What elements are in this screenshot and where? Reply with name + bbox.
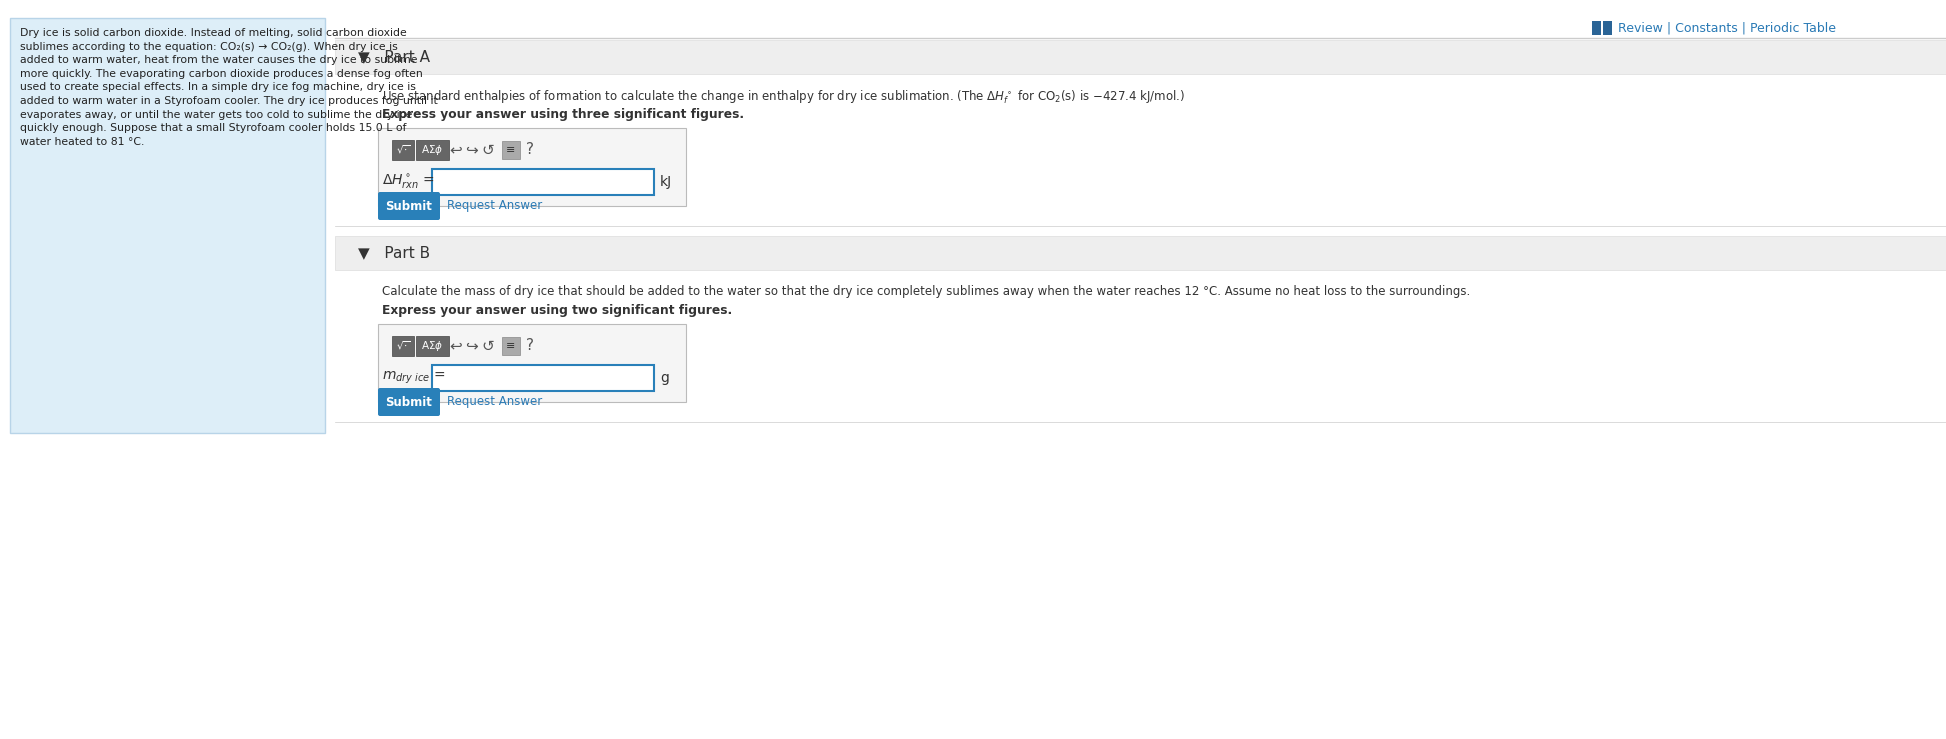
Text: Request Answer: Request Answer xyxy=(448,395,543,409)
Text: Calculate the mass of dry ice that should be added to the water so that the dry : Calculate the mass of dry ice that shoul… xyxy=(381,285,1471,298)
Text: ?: ? xyxy=(525,338,533,353)
Text: Use standard enthalpies of formation to calculate the change in enthalpy for dry: Use standard enthalpies of formation to … xyxy=(381,89,1185,106)
Text: Dry ice is solid carbon dioxide. Instead of melting, solid carbon dioxide
sublim: Dry ice is solid carbon dioxide. Instead… xyxy=(19,28,438,147)
Bar xyxy=(378,324,687,402)
Bar xyxy=(1592,21,1602,35)
Text: Submit: Submit xyxy=(385,200,432,213)
Bar xyxy=(432,365,654,391)
Bar xyxy=(502,337,520,355)
Text: ↺: ↺ xyxy=(481,338,494,353)
Text: ↺: ↺ xyxy=(481,143,494,157)
Bar xyxy=(335,236,1946,270)
Bar xyxy=(1604,21,1611,35)
Text: Request Answer: Request Answer xyxy=(448,200,543,213)
Bar xyxy=(378,128,687,206)
Text: $\Delta H_{rxn}^\circ$ =: $\Delta H_{rxn}^\circ$ = xyxy=(381,173,434,191)
Text: ↪: ↪ xyxy=(465,338,479,353)
Text: ↩: ↩ xyxy=(450,338,463,353)
Text: kJ: kJ xyxy=(660,175,671,189)
Text: Express your answer using three significant figures.: Express your answer using three signific… xyxy=(381,108,743,121)
FancyBboxPatch shape xyxy=(378,192,440,220)
Text: g: g xyxy=(660,371,669,385)
Text: $m_{dry\ ice}$ =: $m_{dry\ ice}$ = xyxy=(381,370,446,386)
Text: ?: ? xyxy=(525,143,533,157)
Bar xyxy=(391,336,414,356)
Text: A$\Sigma\phi$: A$\Sigma\phi$ xyxy=(420,339,444,353)
Text: ▼   Part A: ▼ Part A xyxy=(358,50,430,64)
Text: $\sqrt{\cdot}$: $\sqrt{\cdot}$ xyxy=(395,340,411,353)
FancyBboxPatch shape xyxy=(378,388,440,416)
Text: ≡: ≡ xyxy=(506,341,516,351)
Text: Express your answer using two significant figures.: Express your answer using two significan… xyxy=(381,304,732,317)
Text: Review | Constants | Periodic Table: Review | Constants | Periodic Table xyxy=(1617,21,1835,35)
Bar xyxy=(416,336,450,356)
Text: ≡: ≡ xyxy=(506,145,516,155)
Text: ↪: ↪ xyxy=(465,143,479,157)
Text: ↩: ↩ xyxy=(450,143,463,157)
Bar xyxy=(502,141,520,159)
Bar xyxy=(432,169,654,195)
Text: A$\Sigma\phi$: A$\Sigma\phi$ xyxy=(420,143,444,157)
Text: ▼   Part B: ▼ Part B xyxy=(358,245,430,261)
Bar xyxy=(416,140,450,160)
Text: Submit: Submit xyxy=(385,395,432,409)
Text: $\sqrt{\cdot}$: $\sqrt{\cdot}$ xyxy=(395,143,411,157)
Bar xyxy=(391,140,414,160)
Bar xyxy=(335,40,1946,74)
Bar xyxy=(10,18,325,433)
